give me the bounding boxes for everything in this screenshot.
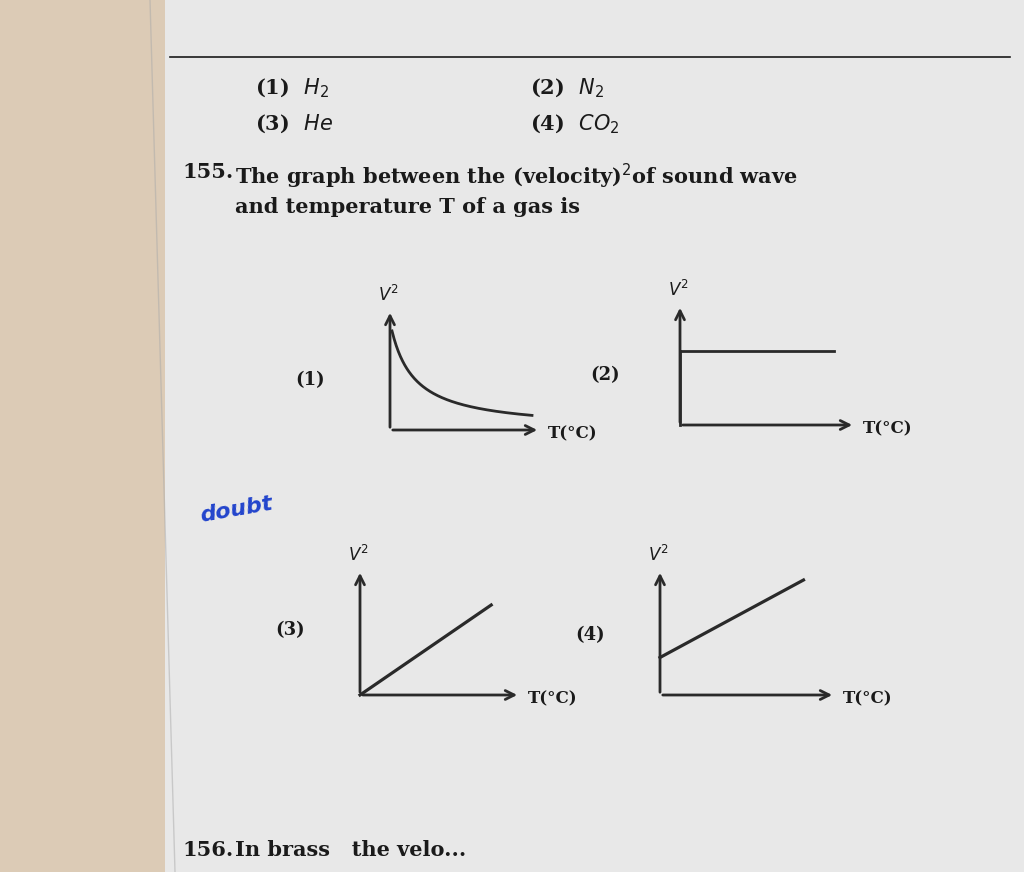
Text: The graph between the (velocity)$^2$of sound wave: The graph between the (velocity)$^2$of s…: [234, 162, 798, 191]
Text: T(°C): T(°C): [548, 426, 598, 442]
Text: $V^2$: $V^2$: [347, 545, 369, 565]
Text: (3): (3): [275, 621, 304, 639]
Text: and temperature T of a gas is: and temperature T of a gas is: [234, 197, 580, 217]
Text: 155.: 155.: [182, 162, 233, 182]
Text: $V^2$: $V^2$: [647, 545, 669, 565]
Text: (1): (1): [295, 371, 325, 389]
Text: $V^2$: $V^2$: [668, 280, 688, 300]
Text: 156.: 156.: [182, 840, 233, 860]
Text: (4)  $CO_2$: (4) $CO_2$: [530, 112, 620, 136]
Text: T(°C): T(°C): [528, 691, 578, 707]
Text: (2): (2): [590, 366, 620, 384]
Text: In brass   the velo...: In brass the velo...: [234, 840, 466, 860]
Text: doubt: doubt: [198, 494, 273, 526]
Text: (4): (4): [575, 626, 604, 644]
Text: (3)  $He$: (3) $He$: [255, 112, 334, 135]
Text: (2)  $N_2$: (2) $N_2$: [530, 77, 604, 99]
Text: T(°C): T(°C): [843, 691, 893, 707]
Text: T(°C): T(°C): [863, 420, 912, 438]
Bar: [0, 0, 165, 872]
Text: (1)  $H_2$: (1) $H_2$: [255, 77, 330, 99]
Text: $V^2$: $V^2$: [378, 285, 398, 305]
